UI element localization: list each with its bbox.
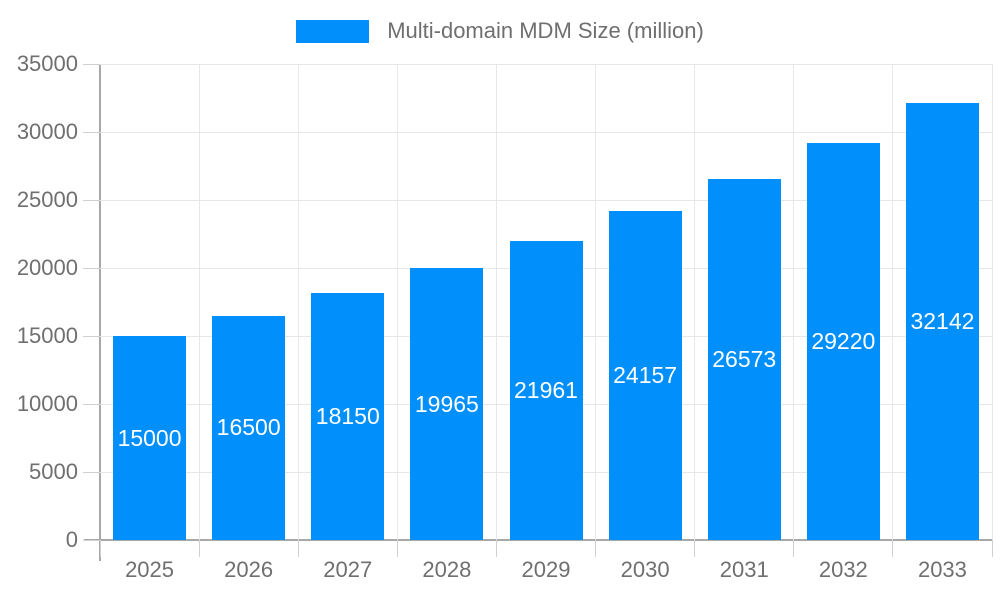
- bar-value-label: 15000: [117, 424, 182, 451]
- y-axis-tick: [83, 403, 100, 405]
- bar-value-label: 26573: [712, 345, 777, 372]
- y-axis-label: 10000: [16, 391, 78, 416]
- y-axis-label: 15000: [16, 323, 78, 348]
- x-axis-label: 2026: [224, 557, 274, 582]
- gridline-horizontal: [100, 131, 992, 133]
- y-axis-tick: [83, 131, 100, 133]
- y-axis-line: [99, 64, 101, 561]
- bar-value-label: 21961: [514, 377, 578, 404]
- legend-swatch-icon: [296, 19, 370, 43]
- x-axis-tick: [99, 540, 101, 557]
- gridline-vertical: [495, 64, 497, 540]
- gridline-horizontal: [100, 63, 992, 65]
- y-axis-label: 25000: [16, 187, 78, 212]
- gridline-vertical: [396, 64, 398, 540]
- x-axis-tick: [396, 540, 398, 557]
- x-axis-tick: [991, 540, 993, 557]
- bar-value-label: 16500: [216, 414, 281, 441]
- bar-2026[interactable]: 16500: [212, 315, 286, 540]
- x-axis-tick: [793, 540, 795, 557]
- gridline-vertical: [198, 64, 200, 540]
- legend-item[interactable]: Multi-domain MDM Size (million): [0, 18, 1000, 44]
- bar-value-label: 19965: [414, 390, 479, 417]
- x-axis-label: 2031: [719, 557, 769, 582]
- bar-value-label: 18150: [315, 403, 380, 430]
- x-axis-tick: [495, 540, 497, 557]
- bar-2032[interactable]: 29220: [806, 142, 880, 540]
- y-axis-label: 30000: [16, 119, 78, 144]
- gridline-vertical: [595, 64, 597, 540]
- y-axis-label: 0: [65, 527, 78, 552]
- y-axis-tick: [83, 335, 100, 337]
- gridline-vertical: [297, 64, 299, 540]
- y-axis-label: 5000: [29, 459, 78, 484]
- x-axis-label: 2025: [125, 557, 175, 582]
- bar-value-label: 29220: [811, 327, 876, 354]
- gridline-horizontal: [100, 199, 992, 201]
- bar-2027[interactable]: 18150: [311, 293, 385, 540]
- bar-2031[interactable]: 26573: [707, 178, 781, 540]
- bar-2029[interactable]: 21961: [509, 241, 583, 540]
- bar-value-label: 32142: [910, 307, 975, 334]
- x-axis-tick: [297, 540, 299, 557]
- y-axis-tick: [83, 471, 100, 473]
- bar-value-label: 24157: [613, 362, 678, 389]
- y-axis-tick: [83, 539, 100, 541]
- bar-2033[interactable]: 32142: [905, 102, 979, 540]
- legend-label: Multi-domain MDM Size (million): [387, 18, 704, 43]
- x-axis-tick: [595, 540, 597, 557]
- y-axis-label: 35000: [16, 51, 78, 76]
- x-axis-label: 2027: [323, 557, 373, 582]
- x-axis-label: 2029: [521, 557, 571, 582]
- gridline-vertical: [892, 64, 894, 540]
- x-axis-label: 2033: [917, 557, 967, 582]
- x-axis-label: 2028: [422, 557, 472, 582]
- y-axis-tick: [83, 267, 100, 269]
- gridline-vertical: [694, 64, 696, 540]
- y-axis-tick: [83, 63, 100, 65]
- x-axis-label: 2032: [818, 557, 868, 582]
- x-axis-tick: [694, 540, 696, 557]
- gridline-vertical: [991, 64, 993, 540]
- bar-2028[interactable]: 19965: [410, 268, 484, 540]
- x-axis-tick: [892, 540, 894, 557]
- bar-2025[interactable]: 15000: [113, 336, 187, 540]
- y-axis-label: 20000: [16, 255, 78, 280]
- x-axis-label: 2030: [620, 557, 670, 582]
- gridline-vertical: [793, 64, 795, 540]
- bar-2030[interactable]: 24157: [608, 211, 682, 540]
- y-axis-tick: [83, 199, 100, 201]
- x-axis-line: [84, 539, 992, 541]
- x-axis-tick: [198, 540, 200, 557]
